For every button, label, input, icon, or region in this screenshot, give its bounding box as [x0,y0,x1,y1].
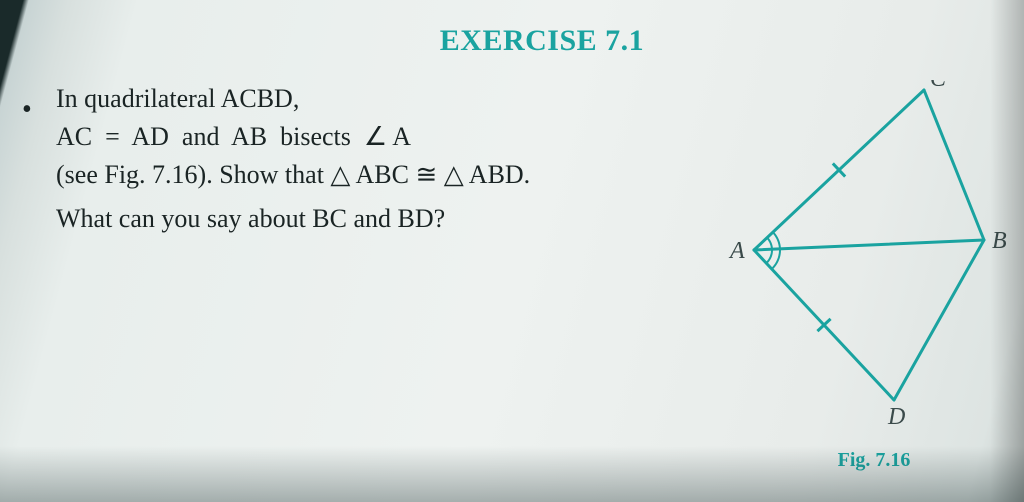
page: EXERCISE 7.1 • In quadrilateral ACBD, AC … [0,0,1024,502]
svg-text:A: A [728,238,745,264]
svg-text:C: C [930,80,947,92]
problem-line: AC = AD and AB bisects ∠ A [56,122,716,152]
svg-text:Fig. 7.16: Fig. 7.16 [838,449,911,471]
svg-text:D: D [887,404,905,430]
bullet-dot: • [22,96,32,124]
exercise-heading: EXERCISE 7.1 [60,24,1024,58]
problem-line: (see Fig. 7.16). Show that △ ABC ≅ △ ABD… [56,160,716,190]
problem-text: In quadrilateral ACBD, AC = AD and AB bis… [56,84,716,242]
svg-text:B: B [992,228,1007,254]
figure-quadrilateral: A B C D Fig. 7.16 [724,80,1024,480]
problem-line: What can you say about BC and BD? [56,204,716,234]
problem-line: In quadrilateral ACBD, [56,84,716,114]
